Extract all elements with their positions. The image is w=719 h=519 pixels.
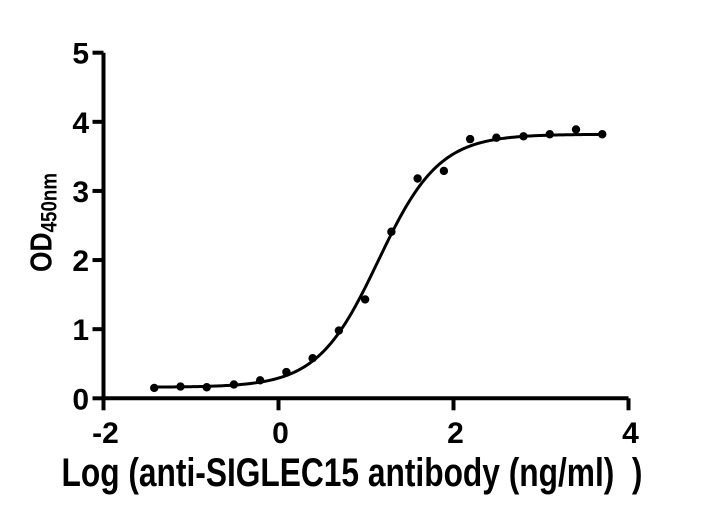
data-point <box>545 130 554 139</box>
data-point <box>492 133 501 142</box>
y-tick-label: 3 <box>72 176 89 209</box>
data-point <box>308 354 317 363</box>
data-point <box>360 295 370 304</box>
data-point <box>439 166 449 176</box>
data-point <box>229 380 239 389</box>
data-point <box>465 134 475 144</box>
x-tick-label: 4 <box>622 417 639 450</box>
x-tick-label: 0 <box>272 417 289 450</box>
y-tick-label: 2 <box>72 245 89 278</box>
y-tick-label: 1 <box>72 314 89 347</box>
x-tick-label: -2 <box>92 417 119 450</box>
data-point <box>202 383 211 392</box>
y-tick-label: 5 <box>72 38 89 71</box>
x-tick-label: 2 <box>447 417 464 450</box>
data-point <box>387 227 396 236</box>
data-point <box>282 367 291 377</box>
data-point <box>255 376 265 385</box>
y-tick-label: 4 <box>72 107 89 140</box>
data-point <box>176 382 185 391</box>
data-point <box>598 130 607 139</box>
data-point <box>571 125 581 134</box>
y-axis-title: OD450nm <box>24 173 62 272</box>
data-point <box>519 132 528 141</box>
data-point <box>150 383 159 393</box>
data-point <box>334 326 344 335</box>
y-tick-label: 0 <box>72 383 89 416</box>
x-axis-title: Log (anti-SIGLEC15 antibody (ng/ml) ) <box>62 451 643 495</box>
data-point <box>413 174 422 183</box>
